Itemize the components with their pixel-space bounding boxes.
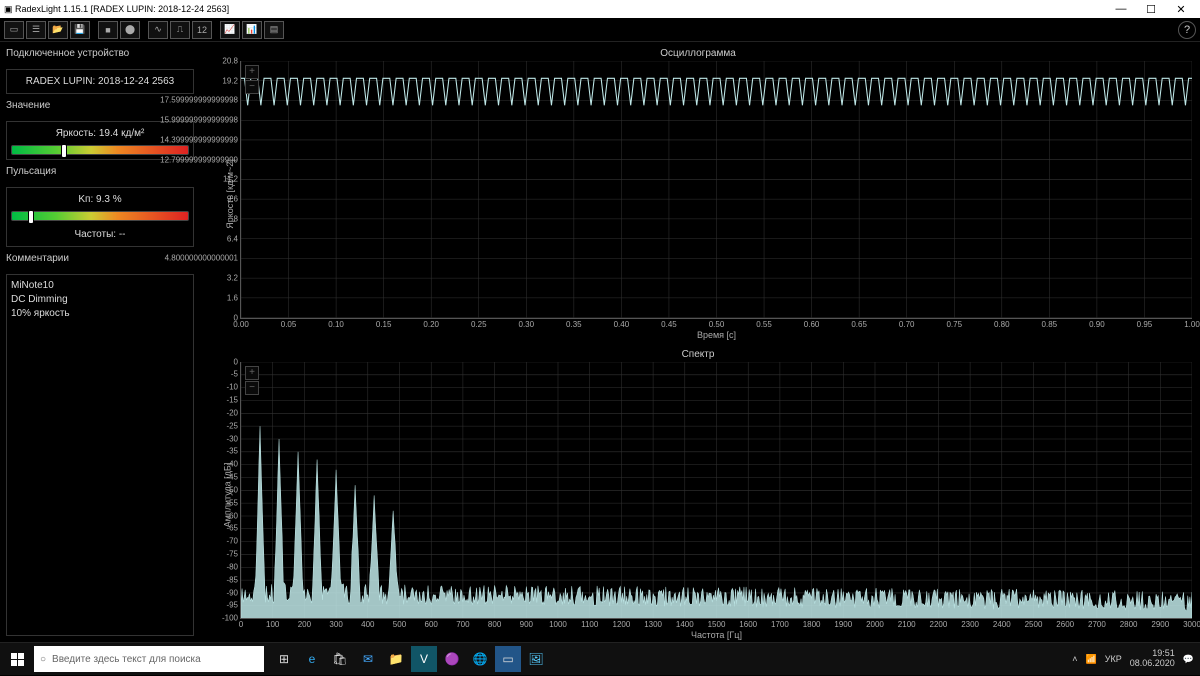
device-head: Подключенное устройство [6,48,194,59]
zoom-in[interactable]: + [245,366,259,380]
tool-chart2[interactable]: 📊 [242,21,262,39]
tool-open[interactable]: 📂 [48,21,68,39]
store-icon[interactable]: 🛍 [327,646,353,672]
pulsation-head: Пульсация [6,166,194,177]
mail-icon[interactable]: ✉ [355,646,381,672]
tool-panel[interactable]: ▤ [264,21,284,39]
tool-chart1[interactable]: 📈 [220,21,240,39]
freq-label: Частоты: -- [11,227,189,242]
photos-icon[interactable]: 🖼 [523,646,549,672]
tool-stack[interactable]: ☰ [26,21,46,39]
tool-stop[interactable]: ■ [98,21,118,39]
search-placeholder: Введите здесь текст для поиска [52,654,201,665]
comment-line: DC Dimming [11,293,189,307]
task-view-icon[interactable]: ⊞ [271,646,297,672]
system-tray[interactable]: ˄ 📶 УКР 19:51 08.06.2020 💬 [1072,649,1200,669]
viber-icon[interactable]: 🟣 [439,646,465,672]
chrome-icon[interactable]: 🌐 [467,646,493,672]
wifi-icon[interactable]: 📶 [1086,654,1097,665]
app-v-icon[interactable]: V [411,646,437,672]
search-icon: ○ [40,654,46,665]
edge-icon[interactable]: e [299,646,325,672]
taskbar: ○ Введите здесь текст для поиска ⊞ e 🛍 ✉… [0,642,1200,675]
comment-line: 10% яркость [11,307,189,321]
osc-svg [241,61,1192,318]
zoom-in[interactable]: + [245,65,259,79]
app-icon: ▣ [4,4,13,15]
help-button[interactable]: ? [1178,21,1196,39]
spec-xlabel: Частота [Гц] [691,630,742,640]
tool-new[interactable]: ▭ [4,21,24,39]
pulsation-label: Kп: 9.3 % [11,192,189,207]
brightness-marker [61,144,67,158]
tool-record[interactable]: ⬤ [120,21,140,39]
tool-save[interactable]: 💾 [70,21,90,39]
explorer-icon[interactable]: 📁 [383,646,409,672]
pulsation-marker [28,210,34,224]
zoom-out[interactable]: − [245,381,259,395]
toolbar: ▭ ☰ 📂 💾 ■ ⬤ ∿ ⎍ 12 📈 📊 ▤ ? [0,18,1200,42]
comments-box[interactable]: MiNote10 DC Dimming 10% яркость [6,274,194,636]
osc-title: Осциллограмма [204,46,1192,61]
notifications-icon[interactable]: 💬 [1183,654,1194,665]
window-title: RadexLight 1.15.1 [RADEX LUPIN: 2018-12-… [15,4,229,14]
zoom-out[interactable]: − [245,80,259,94]
close-button[interactable]: ✕ [1166,3,1196,16]
lang-indicator[interactable]: УКР [1105,654,1122,664]
brightness-gauge [11,145,189,155]
titlebar: ▣ RadexLight 1.15.1 [RADEX LUPIN: 2018-1… [0,0,1200,18]
chevron-up-icon[interactable]: ˄ [1072,654,1077,664]
pulsation-gauge [11,211,189,221]
maximize-button[interactable]: ☐ [1136,3,1166,16]
comment-line: MiNote10 [11,279,189,293]
app-task-icon[interactable]: ▭ [495,646,521,672]
device-value: RADEX LUPIN: 2018-12-24 2563 [11,74,189,89]
tool-digits[interactable]: 12 [192,21,212,39]
spectrum-chart: Спектр +− Амплитуда [дБ] Частота [Гц] -1… [204,347,1192,644]
tool-wave1[interactable]: ∿ [148,21,168,39]
tool-wave2[interactable]: ⎍ [170,21,190,39]
spec-svg [241,362,1192,619]
minimize-button[interactable]: — [1106,3,1136,15]
sidebar: Подключенное устройство RADEX LUPIN: 201… [0,42,200,642]
start-button[interactable] [0,643,34,676]
clock[interactable]: 19:51 08.06.2020 [1130,649,1175,669]
spec-title: Спектр [204,347,1192,362]
osc-xlabel: Время [с] [697,330,736,340]
search-box[interactable]: ○ Введите здесь текст для поиска [34,646,264,672]
oscillogram-chart: Осциллограмма +− Яркость [кд/м~2] Время … [204,46,1192,343]
